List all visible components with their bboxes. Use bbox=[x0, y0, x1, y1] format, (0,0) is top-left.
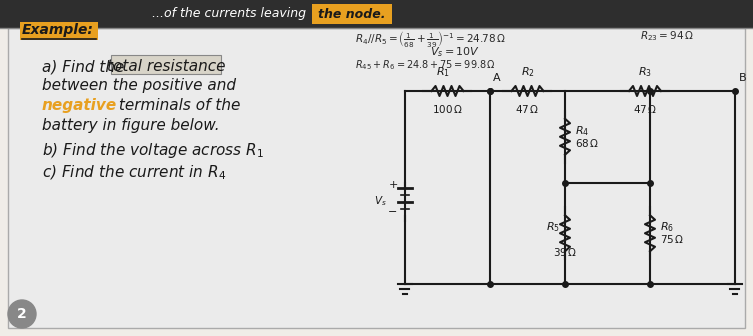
Text: −: − bbox=[389, 207, 398, 216]
Text: c) Find the current in $R_4$: c) Find the current in $R_4$ bbox=[42, 164, 226, 182]
Text: battery in figure below.: battery in figure below. bbox=[42, 118, 220, 133]
Text: $R_4$: $R_4$ bbox=[575, 124, 590, 138]
Text: $R_5$: $R_5$ bbox=[546, 220, 560, 234]
Text: $V_s$: $V_s$ bbox=[374, 195, 387, 208]
Text: terminals of the: terminals of the bbox=[114, 98, 240, 113]
Text: 2: 2 bbox=[17, 307, 27, 321]
Text: B: B bbox=[739, 73, 747, 83]
Text: a) Find the: a) Find the bbox=[42, 59, 130, 74]
Text: ...of the currents leaving: ...of the currents leaving bbox=[152, 7, 310, 20]
Text: $V_s = 10V$: $V_s = 10V$ bbox=[430, 45, 480, 59]
Circle shape bbox=[8, 300, 36, 328]
Text: the node.: the node. bbox=[319, 7, 386, 20]
Text: Example:: Example: bbox=[22, 23, 94, 37]
Text: $R_{23}=94\,\Omega$: $R_{23}=94\,\Omega$ bbox=[640, 29, 694, 43]
Text: $R_4//R_5 = \left(\frac{1}{68}+\frac{1}{39}\right)^{-1}=24.78\,\Omega$: $R_4//R_5 = \left(\frac{1}{68}+\frac{1}{… bbox=[355, 29, 506, 49]
Bar bbox=[312, 4, 392, 24]
Text: $R_{45}+R_6=24.8+75=99.8\,\Omega$: $R_{45}+R_6=24.8+75=99.8\,\Omega$ bbox=[355, 58, 496, 72]
Text: $47\,\Omega$: $47\,\Omega$ bbox=[515, 103, 540, 115]
Bar bbox=[20, 22, 98, 40]
Text: +: + bbox=[389, 180, 398, 191]
Text: $R_2$: $R_2$ bbox=[520, 65, 535, 79]
Text: $R_3$: $R_3$ bbox=[638, 65, 652, 79]
Text: $75\,\Omega$: $75\,\Omega$ bbox=[660, 233, 684, 245]
Text: $R_1$: $R_1$ bbox=[435, 65, 450, 79]
Text: total resistance: total resistance bbox=[107, 59, 225, 74]
Text: $47\,\Omega$: $47\,\Omega$ bbox=[633, 103, 657, 115]
Text: b) Find the voltage across $R_1$: b) Find the voltage across $R_1$ bbox=[42, 141, 264, 160]
FancyBboxPatch shape bbox=[111, 55, 221, 74]
Bar bbox=[0, 0, 753, 28]
Text: A: A bbox=[493, 73, 501, 83]
Text: $R_6$: $R_6$ bbox=[660, 220, 674, 234]
Text: $39\,\Omega$: $39\,\Omega$ bbox=[553, 246, 577, 258]
Text: $68\,\Omega$: $68\,\Omega$ bbox=[575, 137, 599, 149]
Bar bbox=[8, 28, 745, 328]
Text: negative: negative bbox=[42, 98, 117, 113]
Text: between the positive and: between the positive and bbox=[42, 78, 236, 93]
Text: $100\,\Omega$: $100\,\Omega$ bbox=[432, 103, 463, 115]
